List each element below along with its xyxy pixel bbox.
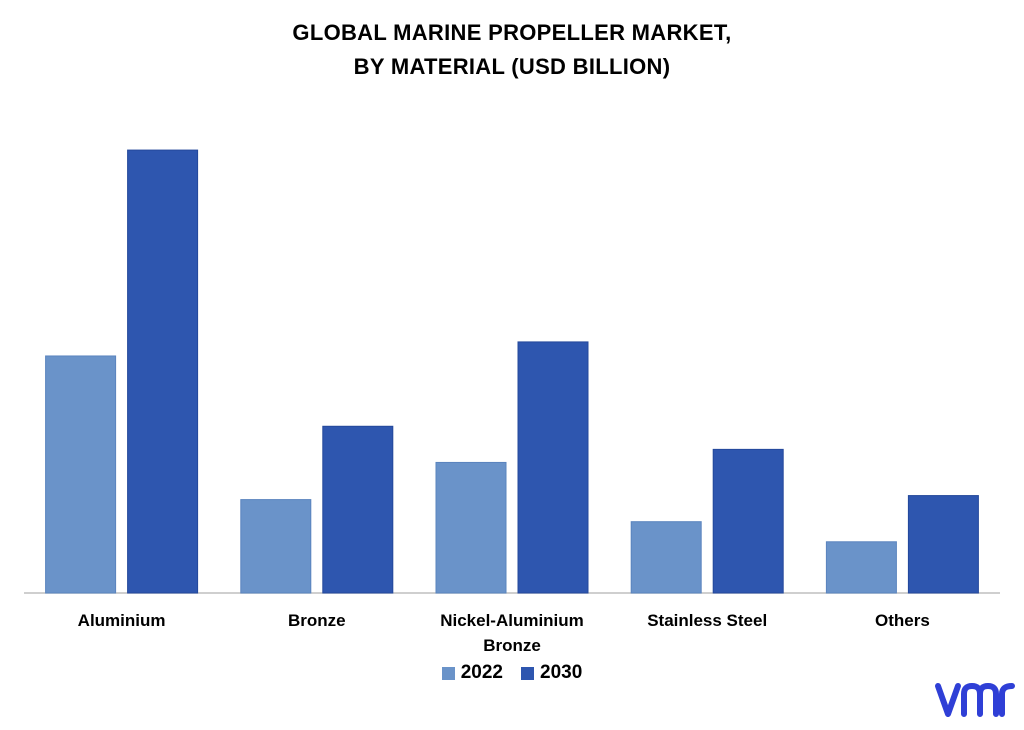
legend-label-2030: 2030: [540, 662, 583, 683]
chart-title-line-2: BY MATERIAL (USD BILLION): [353, 54, 671, 79]
chart-title-line-1: GLOBAL MARINE PROPELLER MARKET,: [292, 20, 732, 45]
legend-item-2022[interactable]: 2022: [441, 662, 503, 684]
bar-2022-nickel-aluminium-bronze[interactable]: [435, 461, 507, 594]
bar-2022-stainless-steel[interactable]: [630, 521, 702, 594]
legend-swatch-2030: [521, 666, 534, 680]
bar-2022-aluminium[interactable]: [45, 355, 117, 594]
bar-2022-bronze[interactable]: [240, 499, 312, 594]
x-tick-label-stainless-steel: Stainless Steel: [647, 611, 767, 630]
legend-label-2022: 2022: [460, 662, 503, 683]
legend-swatch-2022: [441, 666, 455, 680]
x-tick-label-nickel-aluminium-bronze: Nickel-Aluminium Bronze: [440, 611, 584, 655]
x-tick-label-bronze: Bronze: [288, 611, 346, 630]
bar-chart: Aluminium Bronze Nickel-Aluminium Bronze Sta…: [24, 149, 1000, 655]
bar-2030-bronze[interactable]: [322, 425, 394, 594]
x-tick-label-aluminium: Aluminium: [78, 611, 166, 630]
vmr-logo: [935, 682, 1015, 717]
bar-2022-others[interactable]: [825, 541, 897, 594]
bar-2030-aluminium[interactable]: [127, 149, 199, 594]
chart-title: GLOBAL MARINE PROPELLER MARKET, BY MATER…: [0, 16, 1024, 84]
bar-2030-others[interactable]: [907, 495, 979, 594]
bar-2030-nickel-aluminium-bronze[interactable]: [517, 341, 589, 594]
bar-2030-stainless-steel[interactable]: [712, 448, 784, 594]
legend: 2022 2030: [0, 662, 1024, 684]
legend-item-2030[interactable]: 2030: [521, 662, 582, 684]
x-tick-label-others: Others: [875, 611, 930, 630]
